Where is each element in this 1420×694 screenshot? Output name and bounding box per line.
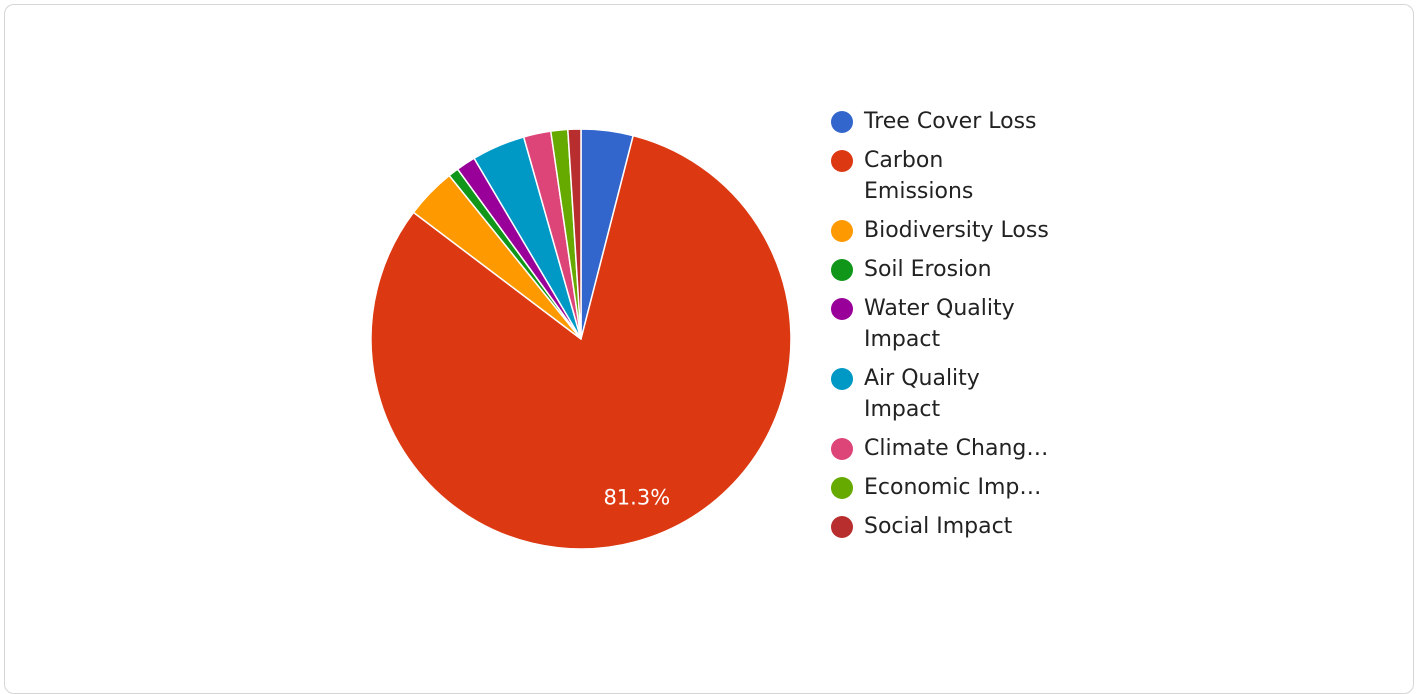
legend-item-air-quality-impact[interactable]: Air Quality Impact xyxy=(831,366,980,422)
legend-swatch xyxy=(831,259,853,281)
legend-swatch xyxy=(831,150,853,172)
legend-swatch xyxy=(831,516,853,538)
legend-item-social-impact[interactable]: Social Impact xyxy=(831,514,1013,539)
pie-slice-labels: 81.3% xyxy=(603,486,670,510)
legend-label: Soil Erosion xyxy=(864,257,992,282)
legend-item-soil-erosion[interactable]: Soil Erosion xyxy=(831,257,992,282)
pie-slice-carbon-emissions[interactable] xyxy=(370,134,792,550)
pie-slice-social-impact[interactable] xyxy=(567,128,582,340)
pie-slice-value-label: 81.3% xyxy=(603,486,670,510)
legend-swatch xyxy=(831,111,853,133)
legend-swatch xyxy=(831,298,853,320)
legend-item-carbon-emissions[interactable]: Carbon Emissions xyxy=(831,148,973,204)
legend-swatch xyxy=(831,438,853,460)
legend-label: Tree Cover Loss xyxy=(863,109,1037,134)
legend-label: Economic Imp… xyxy=(864,475,1041,500)
legend-swatch xyxy=(831,220,853,242)
pie-slices xyxy=(370,128,792,550)
legend-item-tree-cover-loss[interactable]: Tree Cover Loss xyxy=(831,109,1037,134)
legend-label: Emissions xyxy=(864,179,973,204)
legend-item-climate-change-impact[interactable]: Climate Chang… xyxy=(831,436,1048,461)
legend-swatch xyxy=(831,477,853,499)
legend-label: Climate Chang… xyxy=(864,436,1048,461)
legend-label: Carbon xyxy=(864,148,943,173)
legend-label: Impact xyxy=(864,397,940,422)
legend: Tree Cover Loss Carbon Emissions Biodiversi… xyxy=(831,109,1049,539)
legend-label: Water Quality xyxy=(864,296,1015,321)
legend-item-economic-impact[interactable]: Economic Imp… xyxy=(831,475,1041,500)
legend-item-water-quality-impact[interactable]: Water Quality Impact xyxy=(831,296,1015,352)
legend-label: Impact xyxy=(864,327,940,352)
legend-label: Biodiversity Loss xyxy=(864,218,1049,243)
legend-label: Social Impact xyxy=(864,514,1013,539)
legend-label: Air Quality xyxy=(864,366,980,391)
chart-card: 81.3% Tree Cover Loss Carbon Emissions Biod… xyxy=(4,4,1414,694)
pie-chart: 81.3% Tree Cover Loss Carbon Emissions Biod… xyxy=(370,109,1049,550)
legend-swatch xyxy=(831,368,853,390)
legend-item-biodiversity-loss[interactable]: Biodiversity Loss xyxy=(831,218,1049,243)
